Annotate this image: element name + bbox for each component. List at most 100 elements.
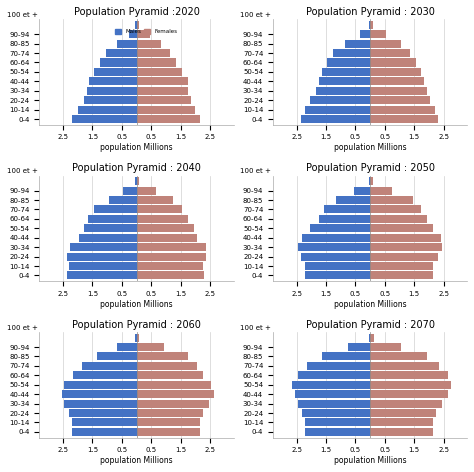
Bar (137, 343, 164, 351)
Bar (370, 59, 416, 67)
Bar (73, 371, 137, 379)
Title: Population Pyramid : 2070: Population Pyramid : 2070 (306, 320, 435, 330)
Bar (137, 353, 188, 361)
Text: 100 et +: 100 et + (240, 325, 271, 331)
Bar (370, 243, 442, 251)
Bar (137, 106, 195, 114)
Bar (64, 381, 137, 389)
Bar (137, 428, 200, 436)
X-axis label: population Millions: population Millions (334, 300, 406, 309)
Bar (370, 87, 428, 95)
Bar (298, 400, 370, 408)
Bar (333, 49, 370, 57)
Bar (302, 409, 370, 417)
Bar (109, 196, 137, 204)
Bar (336, 196, 370, 204)
Bar (137, 21, 139, 29)
Bar (72, 115, 137, 123)
Bar (370, 334, 374, 342)
Bar (137, 205, 182, 213)
Bar (106, 49, 137, 57)
Bar (137, 196, 173, 204)
Bar (370, 30, 386, 38)
Bar (319, 215, 370, 223)
Bar (137, 68, 182, 76)
Bar (118, 40, 137, 48)
Bar (370, 271, 433, 279)
Bar (72, 428, 137, 436)
Bar (370, 253, 438, 261)
Bar (137, 262, 203, 270)
Bar (137, 40, 162, 48)
Bar (370, 419, 433, 427)
Bar (298, 371, 370, 379)
Bar (305, 419, 370, 427)
Bar (370, 428, 433, 436)
Bar (137, 59, 176, 67)
Bar (325, 205, 370, 213)
Bar (369, 21, 370, 29)
Text: 100 et +: 100 et + (7, 325, 37, 331)
Text: 100 et +: 100 et + (7, 169, 37, 175)
Bar (72, 419, 137, 427)
Bar (301, 115, 370, 123)
Bar (369, 334, 370, 342)
Bar (88, 215, 137, 223)
X-axis label: population Millions: population Millions (334, 143, 406, 152)
Bar (370, 409, 436, 417)
Bar (137, 243, 206, 251)
Bar (370, 186, 392, 194)
X-axis label: population Millions: population Millions (100, 143, 173, 152)
Bar (360, 30, 370, 38)
Bar (137, 234, 197, 242)
Bar (370, 68, 421, 76)
Bar (302, 234, 370, 242)
Title: Population Pyramid :2020: Population Pyramid :2020 (73, 7, 200, 17)
Bar (370, 262, 433, 270)
Legend: Males, Females: Males, Females (113, 27, 179, 37)
Bar (129, 30, 137, 38)
Bar (370, 106, 435, 114)
Bar (87, 87, 137, 95)
Bar (79, 234, 137, 242)
Bar (310, 96, 370, 104)
Bar (137, 390, 214, 398)
Bar (298, 243, 370, 251)
Bar (354, 186, 370, 194)
Bar (70, 243, 137, 251)
Bar (123, 186, 137, 194)
Bar (82, 362, 137, 370)
Bar (370, 400, 442, 408)
Title: Population Pyramid : 2050: Population Pyramid : 2050 (306, 163, 435, 173)
Title: Population Pyramid : 2030: Population Pyramid : 2030 (306, 7, 435, 17)
Bar (292, 381, 370, 389)
Bar (137, 419, 200, 427)
Bar (370, 77, 424, 85)
Bar (97, 353, 137, 361)
X-axis label: population Millions: population Millions (100, 456, 173, 465)
Bar (370, 115, 438, 123)
Bar (370, 343, 401, 351)
Bar (135, 177, 137, 185)
Bar (345, 40, 370, 48)
Bar (369, 177, 370, 185)
Bar (83, 224, 137, 232)
Bar (67, 271, 137, 279)
Bar (135, 21, 137, 29)
Bar (321, 68, 370, 76)
Bar (94, 68, 137, 76)
Bar (62, 390, 137, 398)
Bar (137, 381, 211, 389)
Bar (370, 215, 428, 223)
Bar (137, 400, 209, 408)
Bar (295, 390, 370, 398)
Bar (137, 96, 191, 104)
Bar (370, 224, 433, 232)
Bar (370, 353, 428, 361)
Title: Population Pyramid : 2060: Population Pyramid : 2060 (72, 320, 201, 330)
Bar (370, 96, 430, 104)
Bar (137, 253, 206, 261)
Text: 100 et +: 100 et + (240, 169, 271, 175)
Bar (100, 59, 137, 67)
Bar (137, 271, 204, 279)
